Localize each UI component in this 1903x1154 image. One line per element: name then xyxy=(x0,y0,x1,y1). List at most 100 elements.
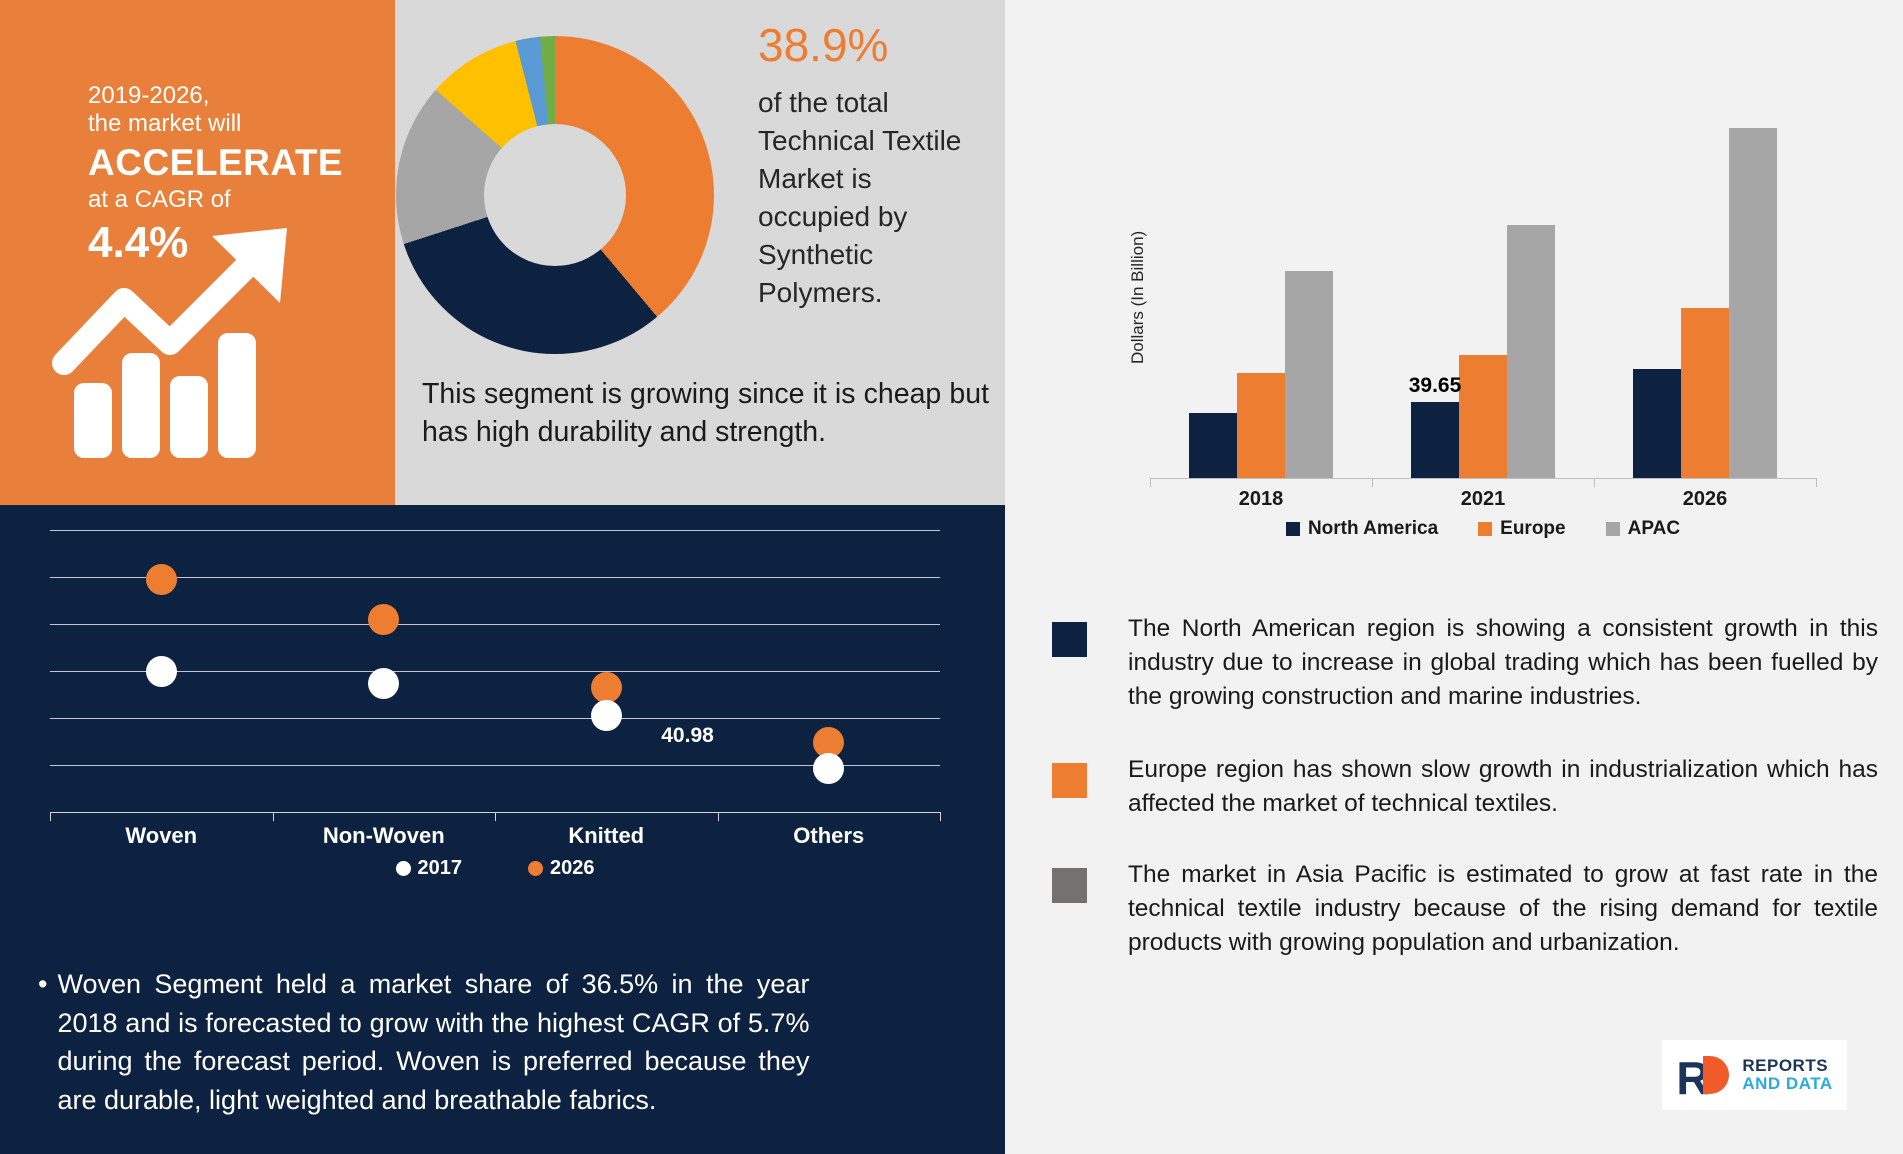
synthetic-desc-line: Polymers. xyxy=(758,277,883,308)
bar-apac-2021 xyxy=(1507,225,1555,478)
dot-2017-non-woven xyxy=(368,668,400,700)
dot-2017-woven xyxy=(145,655,177,687)
north-america-text: The North American region is showing a c… xyxy=(1128,615,1878,710)
legend-label: 2026 xyxy=(550,857,595,879)
bar-legend-item: APAC xyxy=(1605,518,1681,540)
bar-axis-tick xyxy=(1150,478,1151,487)
dot-plot-category-label: Woven xyxy=(125,823,198,848)
europe-text: Europe region has shown slow growth in i… xyxy=(1128,756,1878,817)
reports-and-data-logo: R REPORTS AND DATA xyxy=(1662,1040,1847,1110)
dot-2026-others xyxy=(813,727,845,759)
synthetic-polymers-panel: 38.9% of the total Technical Textile Marke… xyxy=(395,0,1005,505)
cagr-line4: at a CAGR of xyxy=(88,186,231,214)
dot-plot-legend-item: 2017 xyxy=(395,857,463,880)
dot-2017-knitted xyxy=(590,700,622,732)
region-note-apac: The market in Asia Pacific is estimated … xyxy=(1052,858,1878,960)
synthetic-desc-line: Synthetic xyxy=(758,239,874,270)
dot-plot-gridline xyxy=(50,530,940,531)
dot-plot-gridline xyxy=(50,624,940,625)
dot-plot-gridline xyxy=(50,718,940,719)
legend-dot-icon xyxy=(395,861,411,876)
logo-text: REPORTS AND DATA xyxy=(1742,1057,1832,1093)
dot-plot-category-label: Non-Woven xyxy=(322,823,445,848)
legend-label: 2017 xyxy=(417,857,463,879)
bar-europe-2026 xyxy=(1681,307,1729,478)
legend-label: Europe xyxy=(1500,518,1566,539)
synthetic-stat-block: 38.9% of the total Technical Textile Marke… xyxy=(758,18,1008,312)
bar-north-america-2026 xyxy=(1633,368,1681,478)
bar-data-label: 39.65 xyxy=(1408,374,1462,398)
legend-swatch-icon xyxy=(1285,522,1300,536)
legend-swatch-icon xyxy=(1605,522,1620,536)
synthetic-stat-description: of the total Technical Textile Market is oc… xyxy=(758,84,1008,312)
bar-category-label: 2021 xyxy=(1460,488,1506,510)
woven-note-text: Woven Segment held a market share of 36.… xyxy=(57,969,810,1115)
cagr-line2: the market will xyxy=(88,110,242,138)
bar-europe-2018 xyxy=(1237,372,1285,478)
bar-apac-2018 xyxy=(1285,271,1333,478)
synthetic-desc-line: occupied by xyxy=(758,201,908,232)
bar-axis-tick xyxy=(1372,478,1373,487)
synthetic-note: This segment is growing since it is chea… xyxy=(422,378,989,448)
synthetic-stat-value: 38.9% xyxy=(758,19,889,71)
legend-swatch-icon xyxy=(1478,522,1493,536)
region-note-north-america: The North American region is showing a c… xyxy=(1052,612,1878,714)
synthetic-desc-line: Market is xyxy=(758,163,872,194)
logo-subtitle: AND DATA xyxy=(1742,1074,1833,1093)
dot-plot-axis-tick xyxy=(495,812,496,821)
apac-text: The market in Asia Pacific is estimated … xyxy=(1128,861,1878,956)
cagr-period: 2019-2026, xyxy=(88,82,210,109)
bar-north-america-2018 xyxy=(1189,412,1237,478)
legend-label: North America xyxy=(1307,518,1439,539)
europe-swatch xyxy=(1052,763,1087,798)
bar-category-label: 2018 xyxy=(1238,488,1284,510)
bar-axis-tick xyxy=(1816,478,1817,487)
region-note-europe: Europe region has shown slow growth in i… xyxy=(1052,753,1878,821)
logo-title: REPORTS xyxy=(1742,1056,1829,1076)
cagr-value: 4.4% xyxy=(88,217,189,267)
bar-chart-y-axis-label: Dollars (In Billion) xyxy=(1128,230,1147,365)
legend-label: APAC xyxy=(1627,518,1681,539)
dot-plot-axis-tick xyxy=(717,812,719,821)
dot-plot-legend-item: 2026 xyxy=(528,857,595,880)
cagr-emphasis: ACCELERATE xyxy=(88,141,344,183)
synthetic-desc-line: of the total xyxy=(758,87,889,118)
dot-plot-category-label: Others xyxy=(793,823,865,848)
logo-letter-d-shape xyxy=(1703,1056,1730,1094)
bar-legend-item: Europe xyxy=(1478,518,1566,540)
material-share-donut-chart xyxy=(396,36,714,354)
segment-dot-plot: Woven Non-Woven Knitted Others 40.98 xyxy=(50,505,941,848)
synthetic-desc-line: Technical Textile xyxy=(758,125,962,156)
donut-hole xyxy=(484,124,626,266)
bar-north-america-2021 xyxy=(1411,402,1459,478)
apac-swatch xyxy=(1052,868,1087,903)
legend-dot-icon xyxy=(528,861,543,876)
growth-arrow-bars-icon xyxy=(52,228,287,458)
north-america-swatch xyxy=(1052,622,1087,657)
cagr-text-block: 2019-2026, the market will ACCELERATE at… xyxy=(88,82,343,269)
bar-category-label: 2026 xyxy=(1682,488,1728,510)
bar-apac-2026 xyxy=(1729,127,1777,478)
bar-europe-2021 xyxy=(1459,355,1507,478)
woven-note: • Woven Segment held a market share of 3… xyxy=(38,965,818,1119)
dot-plot-legend: 2017 2026 xyxy=(50,857,940,880)
dot-2026-woven xyxy=(145,563,177,595)
dot-plot-gridline xyxy=(50,671,940,672)
dot-2026-non-woven xyxy=(368,603,400,635)
cagr-highlight-box: 2019-2026, the market will ACCELERATE at… xyxy=(0,0,395,505)
dot-plot-gridline xyxy=(50,577,940,578)
dot-plot-gridline xyxy=(50,765,940,766)
logo-rd-mark-icon: R xyxy=(1676,1052,1734,1104)
bar-axis-tick xyxy=(1594,478,1595,487)
dot-2026-knitted xyxy=(590,671,622,703)
bullet-marker: • xyxy=(38,969,48,999)
dot-plot-data-label: 40.98 xyxy=(661,723,714,747)
dot-2017-others xyxy=(813,753,845,785)
dot-plot-axis-tick xyxy=(940,812,941,821)
regional-bar-chart: 2018 2021 2026 39.65 xyxy=(1150,95,1817,510)
segment-panel: Woven Non-Woven Knitted Others 40.98 2017 202… xyxy=(0,505,1005,1154)
bar-legend-item: North America xyxy=(1285,518,1439,540)
bar-chart-legend: North America Europe APAC xyxy=(1150,518,1816,540)
dot-plot-category-label: Knitted xyxy=(568,823,645,848)
